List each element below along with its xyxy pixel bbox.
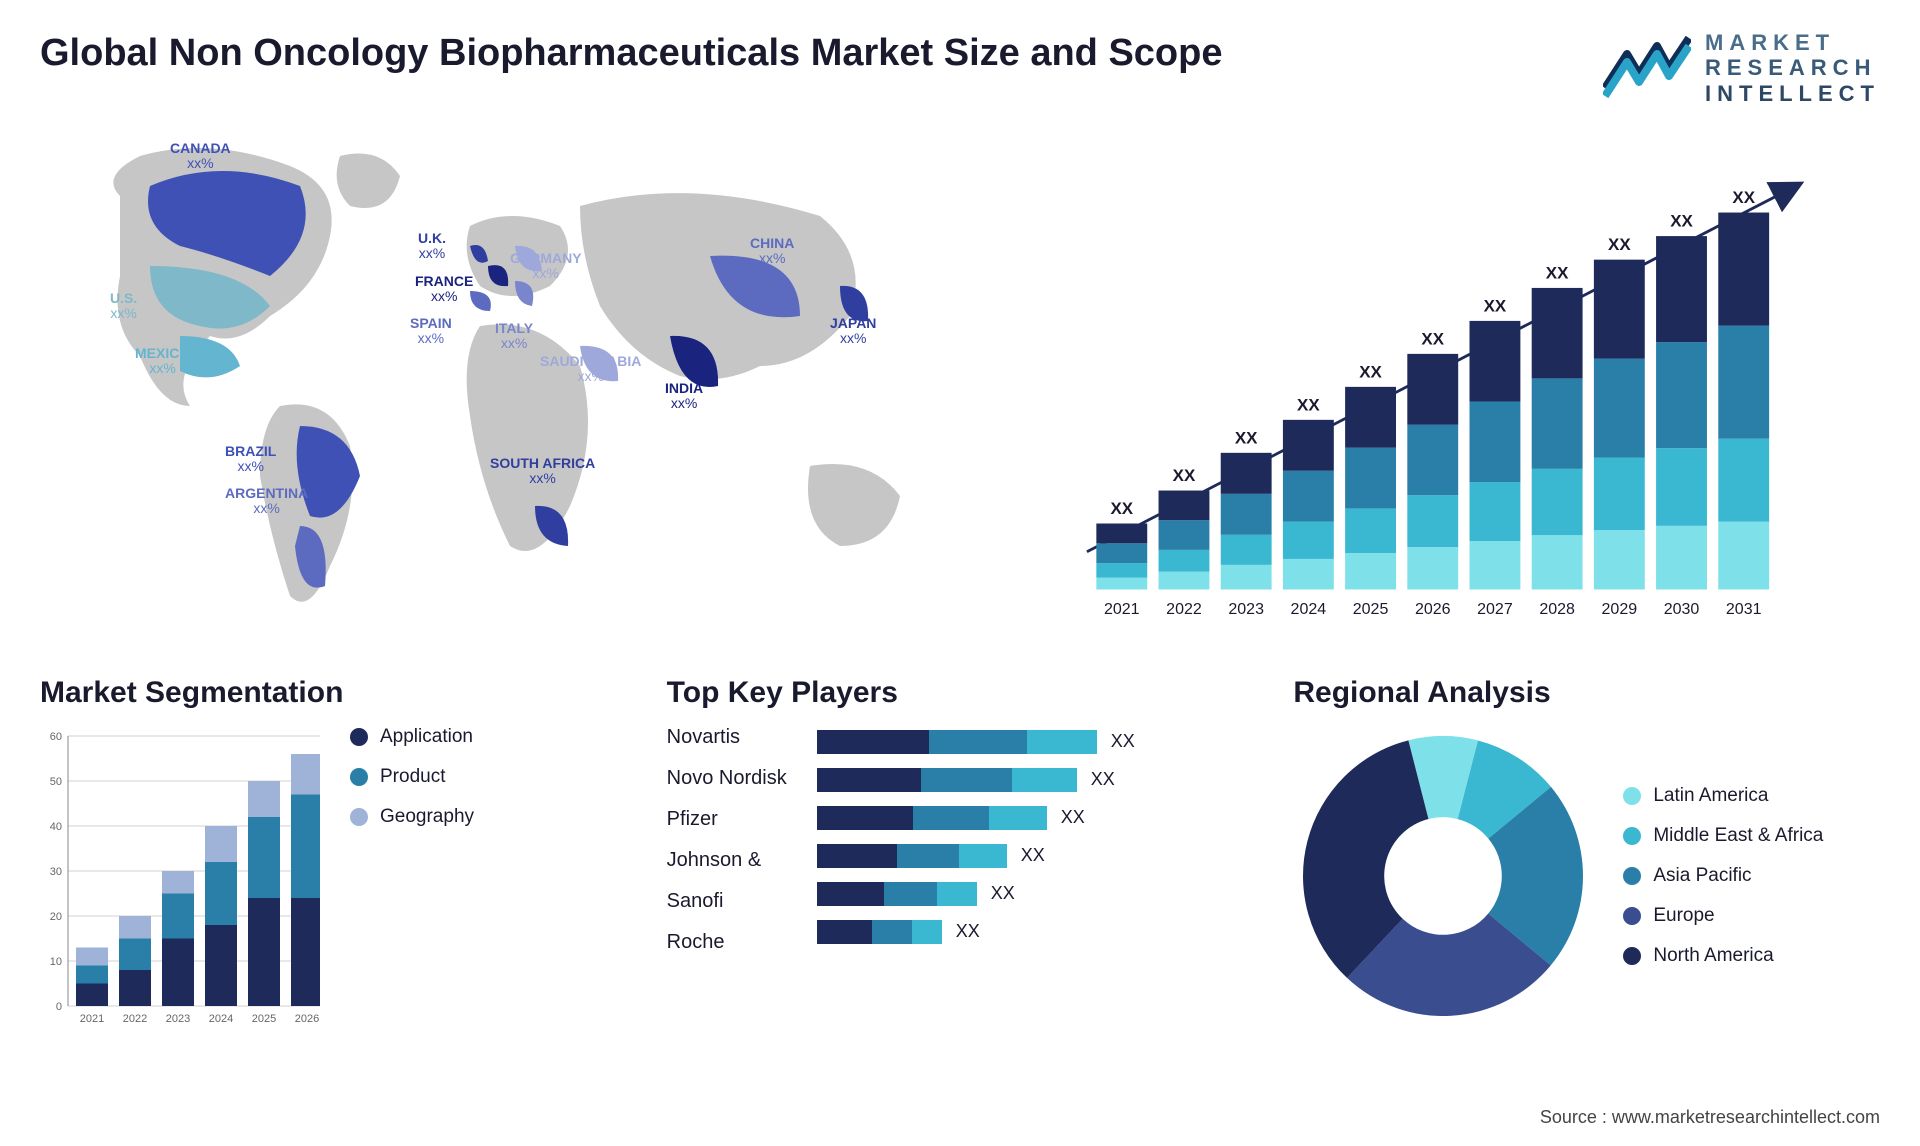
player-name: Novartis [667,726,787,749]
player-value: XX [956,921,980,942]
legend-item: Latin America [1623,785,1823,807]
region-legend: Latin America Middle East & Africa Asia Pa… [1623,785,1823,967]
svg-text:2022: 2022 [123,1013,147,1025]
player-value: XX [1111,731,1135,752]
brand-line3: INTELLECT [1705,81,1880,106]
map-label: CANADAxx% [170,141,231,172]
svg-text:0: 0 [56,1001,62,1013]
growth-chart: XX 2021 XX 2022 XX 2023 XX 2024 XX 2025 XX 2026 XX 20… [1010,126,1880,646]
svg-text:XX: XX [1297,395,1320,414]
svg-text:XX: XX [1732,188,1755,207]
player-value: XX [991,883,1015,904]
svg-text:2026: 2026 [295,1013,319,1025]
svg-text:60: 60 [50,731,62,743]
player-bar-row: XX [817,768,1254,792]
legend-item: Europe [1623,905,1823,927]
regional-panel: Regional Analysis Latin America Middle Ea… [1293,676,1880,1036]
svg-text:2024: 2024 [1291,601,1327,618]
svg-text:2027: 2027 [1477,601,1513,618]
map-label: SPAINxx% [410,316,452,347]
player-name: Johnson & [667,849,787,872]
player-bar-row: XX [817,806,1254,830]
svg-text:2021: 2021 [1104,601,1140,618]
svg-text:XX: XX [1359,362,1382,381]
players-bars: XX XX XX XX XX XX [817,726,1254,954]
svg-text:XX: XX [1608,235,1631,254]
donut-chart [1293,726,1593,1026]
map-label: MEXICOxx% [135,346,190,377]
svg-text:20: 20 [50,911,62,923]
svg-text:40: 40 [50,821,62,833]
players-names: Novartis Novo Nordisk Pfizer Johnson & Sanof… [667,726,787,954]
map-label: SAUDI ARABIAxx% [540,354,641,385]
brand-line2: RESEARCH [1705,55,1880,80]
svg-text:50: 50 [50,776,62,788]
map-label: U.S.xx% [110,291,137,322]
legend-item: Middle East & Africa [1623,825,1823,847]
svg-text:2025: 2025 [252,1013,276,1025]
world-map: CANADAxx% U.S.xx% MEXICOxx% BRAZILxx% ARGENT… [40,126,950,646]
map-label: JAPANxx% [830,316,876,347]
source-text: Source : www.marketresearchintellect.com [1540,1107,1880,1128]
svg-text:2031: 2031 [1726,601,1762,618]
svg-text:30: 30 [50,866,62,878]
player-name: Roche [667,931,787,954]
legend-item: Asia Pacific [1623,865,1823,887]
segmentation-legend: Application Product Geography [350,726,474,828]
map-label: ARGENTINAxx% [225,486,308,517]
players-title: Top Key Players [667,676,1254,710]
player-value: XX [1091,769,1115,790]
segmentation-title: Market Segmentation [40,676,627,710]
map-label: CHINAxx% [750,236,794,267]
legend-item: Product [350,766,474,788]
map-label: SOUTH AFRICAxx% [490,456,595,487]
player-value: XX [1021,845,1045,866]
map-label: GERMANYxx% [510,251,582,282]
svg-text:XX: XX [1235,428,1258,447]
brand-logo: MARKET RESEARCH INTELLECT [1603,30,1880,106]
svg-text:2023: 2023 [166,1013,190,1025]
svg-text:2028: 2028 [1539,601,1575,618]
svg-text:10: 10 [50,956,62,968]
map-label: U.K.xx% [418,231,446,262]
brand-icon [1603,36,1691,100]
svg-text:XX: XX [1670,212,1693,231]
svg-text:2029: 2029 [1602,601,1638,618]
svg-text:2021: 2021 [80,1013,104,1025]
player-bar-row: XX [817,920,1254,944]
svg-text:XX: XX [1173,466,1196,485]
player-bar-row: XX [817,844,1254,868]
svg-text:XX: XX [1110,499,1133,518]
svg-text:XX: XX [1546,263,1569,282]
segmentation-chart: 0 10 20 30 40 50 60 2021 2022 2023 2024 2025 2026 [40,726,320,1036]
map-label: INDIAxx% [665,381,703,412]
legend-item: Geography [350,806,474,828]
players-panel: Top Key Players Novartis Novo Nordisk Pfiz… [667,676,1254,1036]
svg-text:2030: 2030 [1664,601,1700,618]
svg-text:2023: 2023 [1228,601,1264,618]
brand-line1: MARKET [1705,30,1880,55]
player-bar-row: XX [817,882,1254,906]
page-title: Global Non Oncology Biopharmaceuticals M… [40,30,1223,78]
player-name: Pfizer [667,808,787,831]
player-bar-row: XX [817,730,1254,754]
legend-item: North America [1623,945,1823,967]
map-label: ITALYxx% [495,321,533,352]
regional-title: Regional Analysis [1293,676,1880,710]
svg-text:XX: XX [1421,329,1444,348]
segmentation-panel: Market Segmentation 0 10 20 30 40 50 60 2021 202… [40,676,627,1036]
svg-text:2024: 2024 [209,1013,233,1025]
svg-text:XX: XX [1484,296,1507,315]
player-name: Novo Nordisk [667,767,787,790]
player-value: XX [1061,807,1085,828]
svg-text:2025: 2025 [1353,601,1389,618]
map-label: FRANCExx% [415,274,473,305]
svg-text:2022: 2022 [1166,601,1202,618]
player-name: Sanofi [667,890,787,913]
svg-text:2026: 2026 [1415,601,1451,618]
map-label: BRAZILxx% [225,444,276,475]
legend-item: Application [350,726,474,748]
